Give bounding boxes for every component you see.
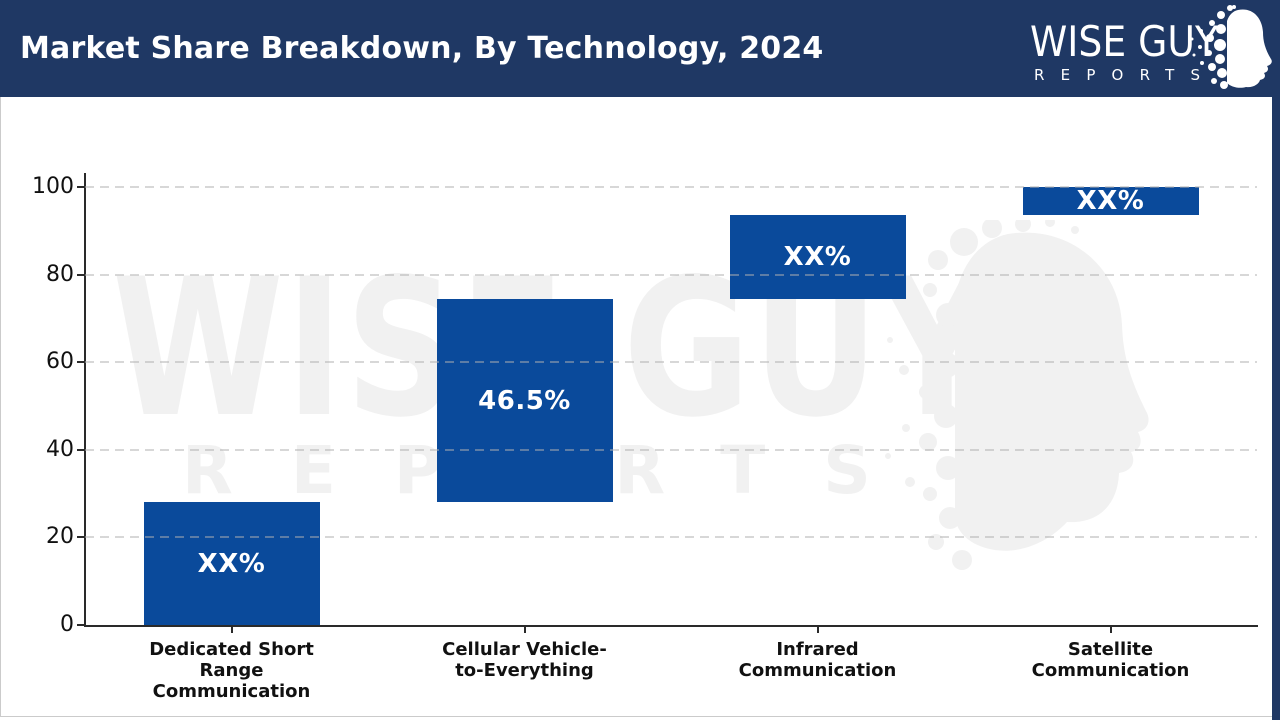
y-tick-label: 60 — [46, 349, 74, 375]
x-axis-line — [84, 625, 1258, 627]
bar — [143, 502, 320, 625]
x-category-label: Cellular Vehicle- to-Everything — [442, 639, 607, 681]
right-edge-stripe — [1272, 0, 1280, 720]
chart-title: Market Share Breakdown, By Technology, 2… — [20, 31, 824, 66]
figure-left-border — [0, 97, 1, 717]
y-tick-label: 40 — [46, 436, 74, 462]
bar-value-label: 46.5% — [478, 385, 571, 416]
bar — [1022, 187, 1199, 216]
x-tick-mark — [230, 625, 233, 633]
gridline — [85, 448, 1257, 451]
gridline — [85, 273, 1257, 276]
wise-guy-reports-logo: WISE GUY REPORTS — [1030, 5, 1272, 89]
x-tick-mark — [523, 625, 526, 633]
y-tick-mark — [77, 361, 84, 364]
bar-value-label: XX% — [783, 242, 852, 273]
x-category-label: Infrared Communication — [738, 639, 897, 681]
y-tick-mark — [77, 536, 84, 539]
logo-face-icon — [1190, 5, 1272, 89]
y-tick-label: 0 — [60, 612, 74, 637]
x-category-label: Satellite Communication — [1031, 639, 1190, 681]
bar-value-label: XX% — [197, 548, 266, 579]
gridline — [85, 361, 1257, 364]
y-tick-label: 20 — [46, 524, 74, 550]
bar — [729, 215, 906, 299]
x-category-label: Dedicated Short Range Communication — [149, 639, 314, 702]
bar — [436, 298, 613, 503]
y-axis-line — [84, 173, 86, 627]
header-bar: Market Share Breakdown, By Technology, 2… — [0, 0, 1280, 97]
figure-bottom-border — [0, 716, 1272, 717]
y-tick-mark — [77, 624, 84, 626]
x-tick-mark — [1109, 625, 1112, 633]
y-tick-mark — [77, 186, 84, 188]
logo-sub-text: REPORTS — [1034, 66, 1212, 84]
y-tick-mark — [77, 448, 84, 451]
gridline — [85, 186, 1257, 188]
y-tick-label: 80 — [46, 261, 74, 287]
bar-value-label: XX% — [1076, 186, 1145, 217]
gridline — [85, 536, 1257, 539]
watermark-face-icon — [885, 220, 1149, 570]
y-tick-mark — [77, 273, 84, 276]
x-tick-mark — [816, 625, 819, 633]
logo-brand-text: WISE GUY — [1030, 17, 1218, 66]
y-tick-label: 100 — [32, 174, 74, 199]
